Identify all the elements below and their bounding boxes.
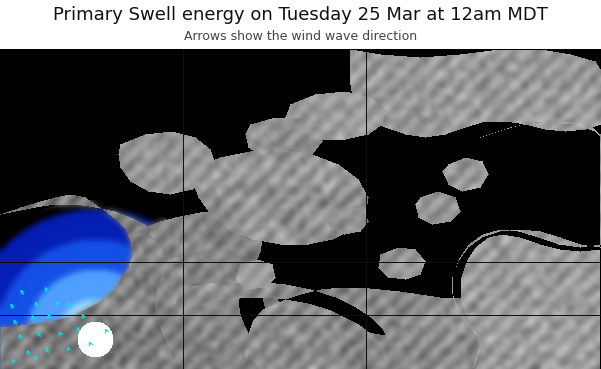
Text: Arrows show the wind wave direction: Arrows show the wind wave direction: [184, 30, 417, 43]
Text: Primary Swell energy on Tuesday 25 Mar at 12am MDT: Primary Swell energy on Tuesday 25 Mar a…: [53, 6, 548, 24]
